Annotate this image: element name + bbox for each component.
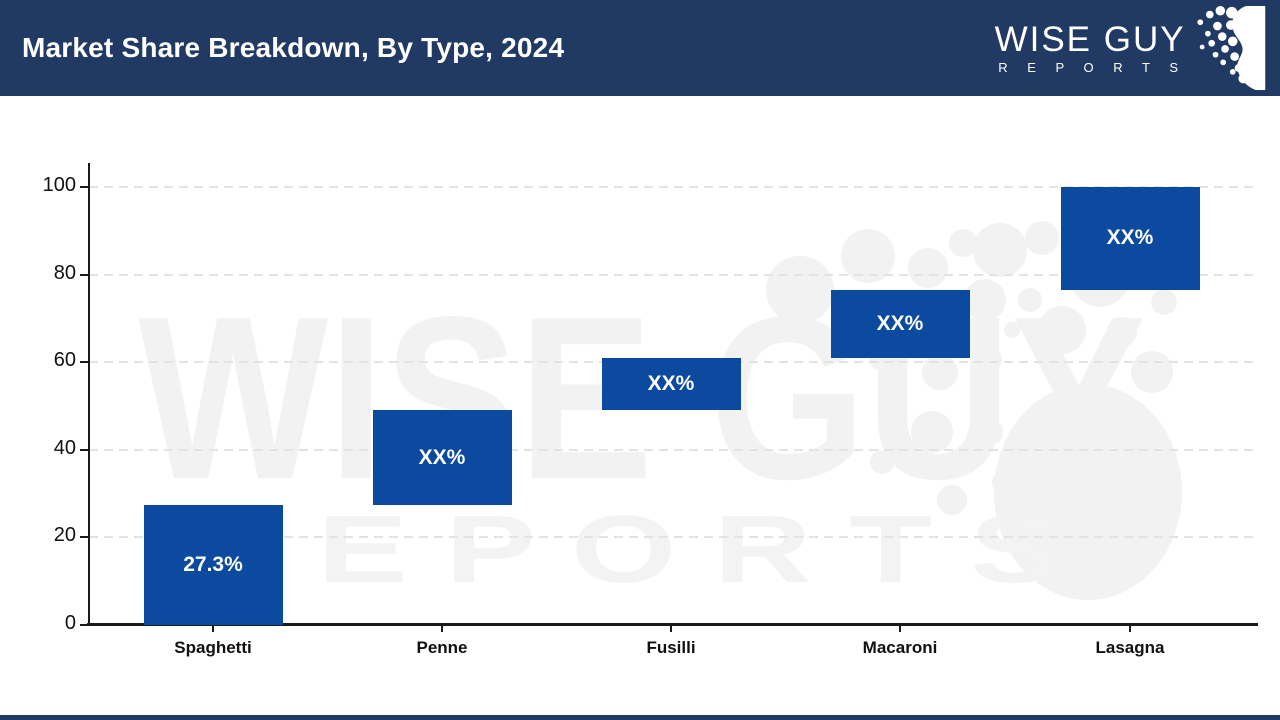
x-axis-label-macaroni: Macaroni <box>862 638 938 657</box>
logo-wordmark: WISE GUY <box>994 20 1186 59</box>
x-axis-label-penne: Penne <box>416 638 468 657</box>
bar-value-label: XX% <box>1106 226 1154 250</box>
x-tick-mark-spaghetti <box>212 626 214 632</box>
bar-value-label: XX% <box>876 311 924 335</box>
wiseguy-face-icon <box>1197 5 1266 91</box>
y-tick-mark-60 <box>80 361 88 364</box>
y-tick-mark-0 <box>80 624 88 626</box>
y-axis <box>88 163 90 624</box>
x-tick-mark-lasagna <box>1129 626 1131 632</box>
gridline-100 <box>89 186 1258 188</box>
bar-value-label: XX% <box>418 445 466 469</box>
gridline-40 <box>89 448 1258 451</box>
chart-canvas: WISE GUY R E P O R T S 0 20 40 60 80 100 27.3… <box>0 96 1280 716</box>
watermark-text-line2: R E P O R T S <box>182 496 1060 603</box>
x-tick-mark-fusilli <box>670 626 672 632</box>
bar-value-label: XX% <box>647 372 695 396</box>
header-bar: Market Share Breakdown, By Type, 2024 WI… <box>0 0 1280 96</box>
x-tick-mark-macaroni <box>899 626 901 632</box>
page-title: Market Share Breakdown, By Type, 2024 <box>22 32 565 63</box>
y-tick-label-40: 40 <box>53 436 76 459</box>
bar-macaroni: XX% <box>830 289 970 358</box>
y-tick-label-0: 0 <box>64 612 76 634</box>
x-tick-mark-penne <box>441 626 443 632</box>
logo-subtitle: R E P O R T S <box>998 60 1186 75</box>
bar-lasagna: XX% <box>1060 187 1200 290</box>
bottom-border-bar <box>0 715 1280 720</box>
y-tick-label-20: 20 <box>53 524 76 547</box>
y-tick-label-80: 80 <box>53 261 76 284</box>
bar-value-label: 27.3% <box>183 553 243 577</box>
bar-spaghetti: 27.3% <box>143 505 283 625</box>
bar-fusilli: XX% <box>601 357 741 411</box>
logo-wordmark-block: WISE GUY R E P O R T S <box>994 22 1186 74</box>
y-tick-mark-40 <box>80 448 88 451</box>
y-tick-label-100: 100 <box>42 174 76 196</box>
y-tick-mark-100 <box>80 186 88 188</box>
x-axis <box>87 623 1258 626</box>
bar-penne: XX% <box>372 410 512 506</box>
x-axis-label-spaghetti: Spaghetti <box>174 638 252 657</box>
y-tick-mark-20 <box>80 536 88 539</box>
x-axis-label-lasagna: Lasagna <box>1095 638 1165 657</box>
gridline-20 <box>89 536 1258 539</box>
wiseguy-logo: WISE GUY R E P O R T S <box>994 5 1266 91</box>
gridline-80 <box>89 273 1258 276</box>
y-tick-mark-80 <box>80 273 88 276</box>
y-tick-label-60: 60 <box>53 349 76 372</box>
x-axis-label-fusilli: Fusilli <box>646 638 696 657</box>
